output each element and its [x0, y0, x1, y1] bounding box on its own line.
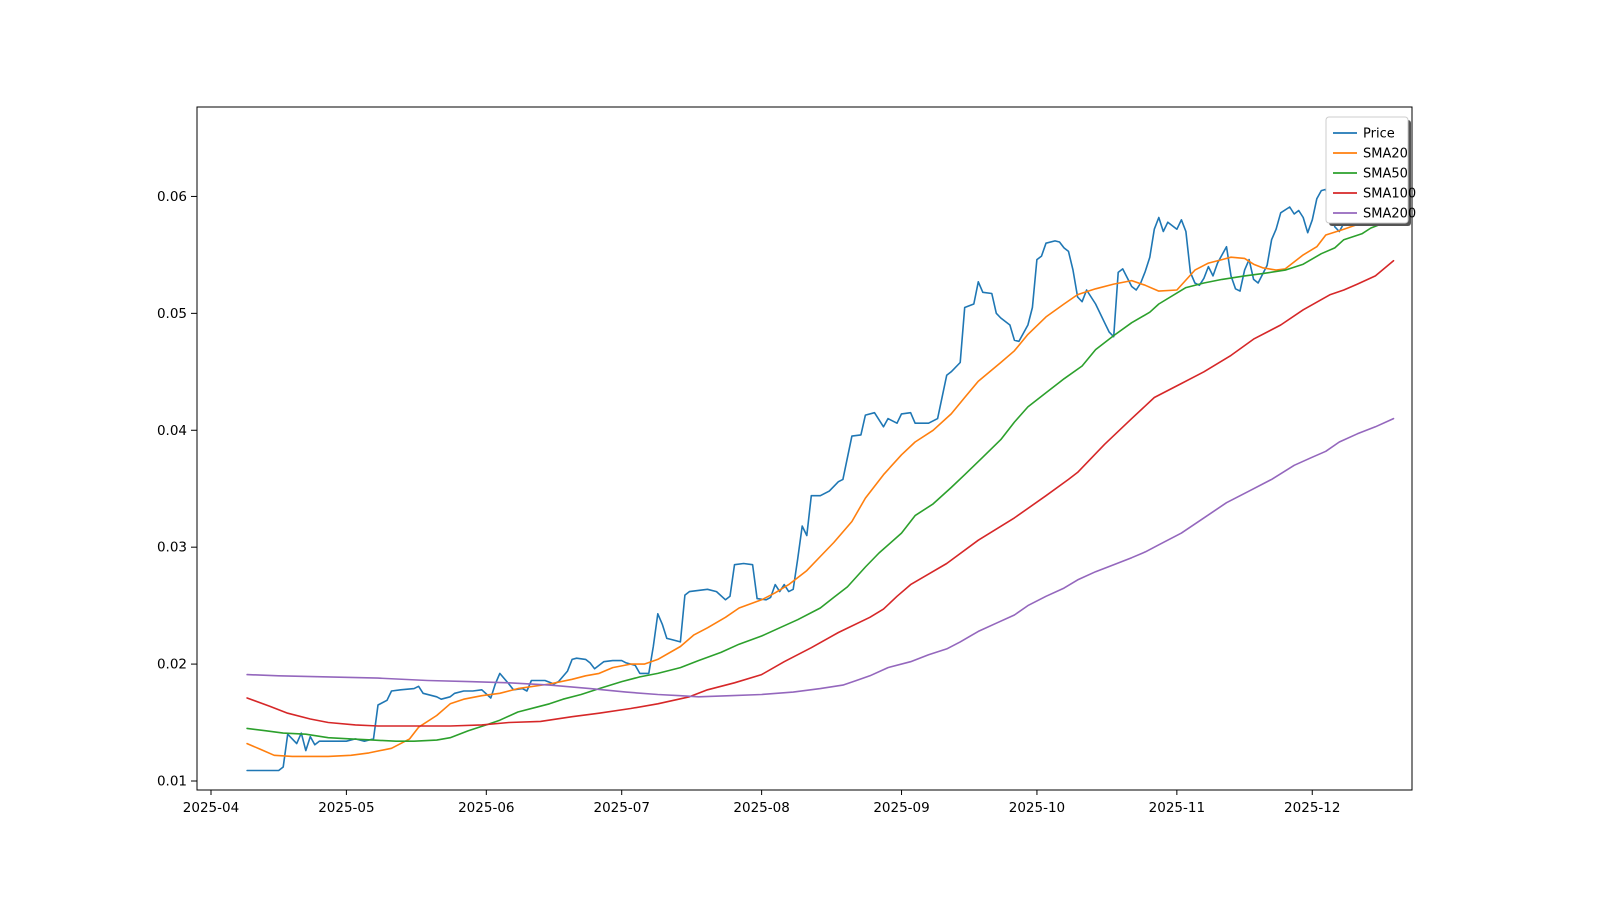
x-tick-label: 2025-06 — [458, 800, 514, 816]
legend-label-sma50: SMA50 — [1363, 167, 1408, 182]
y-tick-label: 0.02 — [157, 657, 187, 673]
series-line-sma100 — [246, 259, 1395, 727]
legend-item: SMA20 — [1333, 147, 1408, 162]
plot-area — [196, 106, 1413, 791]
y-tick-label: 0.01 — [157, 773, 187, 789]
legend-label-sma20: SMA20 — [1363, 147, 1408, 162]
legend-item: SMA200 — [1333, 207, 1416, 222]
legend-label-price: Price — [1363, 127, 1395, 142]
legend: Price SMA20 SMA50 SMA100 SMA200 — [1325, 116, 1416, 226]
legend-item: SMA100 — [1333, 187, 1416, 202]
series-line-price — [246, 179, 1395, 772]
legend-item: Price — [1333, 127, 1395, 142]
x-tick-label: 2025-10 — [1009, 800, 1065, 816]
legend-item: SMA50 — [1333, 167, 1408, 182]
x-tick-label: 2025-09 — [873, 800, 929, 816]
x-tick-label: 2025-05 — [318, 800, 374, 816]
series-line-sma200 — [246, 417, 1395, 698]
x-tick-label: 2025-07 — [594, 800, 650, 816]
y-tick-label: 0.03 — [157, 540, 187, 556]
series-line-sma20 — [246, 209, 1395, 758]
x-tick-label: 2025-11 — [1149, 800, 1205, 816]
x-tick-label: 2025-12 — [1284, 800, 1340, 816]
legend-label-sma200: SMA200 — [1363, 207, 1416, 222]
series-line-sma50 — [246, 219, 1395, 743]
y-tick-label: 0.06 — [157, 189, 187, 205]
legend-box — [1325, 116, 1409, 224]
x-tick-label: 2025-08 — [733, 800, 789, 816]
y-tick-label: 0.05 — [157, 306, 187, 322]
x-tick-label: 2025-04 — [183, 800, 239, 816]
y-tick-label: 0.04 — [157, 423, 187, 439]
legend-label-sma100: SMA100 — [1363, 187, 1416, 202]
